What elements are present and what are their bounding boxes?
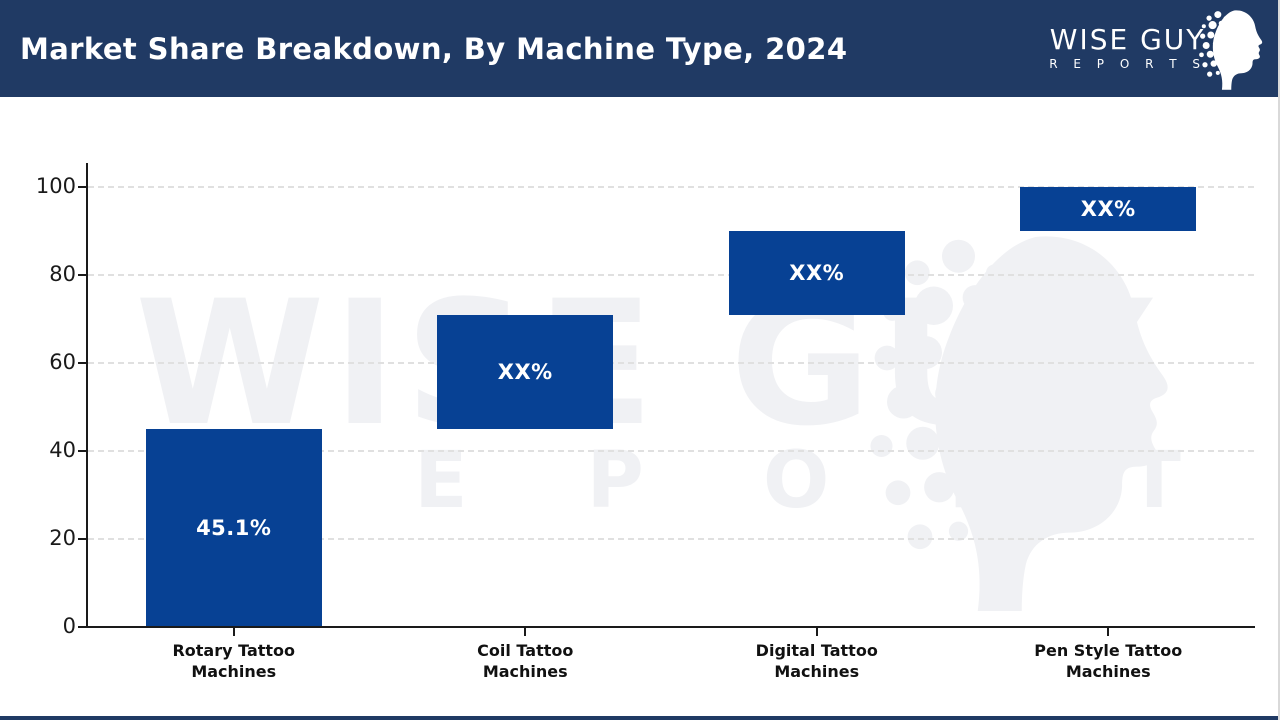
x-axis-category-label: Pen Style Tattoo Machines <box>1034 641 1183 681</box>
wiseguy-logo: WISE GUY R E P O R T S <box>1049 8 1268 90</box>
x-axis-category-label: Coil Tattoo Machines <box>477 641 574 681</box>
x-axis-tick <box>815 628 818 636</box>
bar-coil-tattoo-machines: XX% <box>437 314 614 429</box>
x-axis-spine <box>86 626 1255 628</box>
bar-value-label: 45.1% <box>196 515 272 540</box>
bar-value-label: XX% <box>497 359 553 384</box>
x-axis-category-label: Digital Tattoo Machines <box>755 641 878 681</box>
bar-value-label: XX% <box>1080 197 1136 221</box>
x-axis-tick <box>524 628 527 636</box>
y-axis-tick <box>78 274 87 276</box>
y-axis-tick-label: 100 <box>35 174 76 198</box>
y-axis-tick-label: 0 <box>62 614 76 638</box>
y-axis-tick <box>78 626 87 628</box>
header: Market Share Breakdown, By Machine Type,… <box>0 0 1278 97</box>
gridline <box>88 274 1254 276</box>
y-axis-tick-label: 40 <box>49 438 76 462</box>
gridline <box>88 362 1254 364</box>
y-axis-tick <box>78 538 87 540</box>
y-axis-tick-label: 20 <box>49 526 76 550</box>
bar-value-label: XX% <box>789 260 845 285</box>
gridline <box>88 450 1254 452</box>
bottom-accent-strip <box>0 716 1278 720</box>
y-axis-tick <box>78 362 87 364</box>
x-axis-tick <box>1107 628 1110 636</box>
bar-pen-style-tattoo-machines: XX% <box>1020 187 1197 231</box>
logo-wordmark: WISE GUY <box>1049 23 1206 56</box>
logo-subtext: R E P O R T S <box>1049 57 1206 71</box>
chart-title: Market Share Breakdown, By Machine Type,… <box>20 31 848 66</box>
gridline <box>88 538 1254 540</box>
y-axis-spine <box>86 163 88 628</box>
y-axis-tick-label: 60 <box>49 350 76 374</box>
bar-rotary-tattoo-machines: 45.1% <box>145 428 322 627</box>
logo-text: WISE GUY R E P O R T S <box>1049 23 1206 72</box>
x-axis-tick <box>232 628 235 636</box>
y-axis-tick <box>78 450 87 452</box>
x-axis-category-label: Rotary Tattoo Machines <box>172 641 296 681</box>
gridline <box>88 186 1254 188</box>
wiseguy-face-icon <box>1198 8 1268 90</box>
y-axis-tick <box>78 186 87 188</box>
y-axis-tick-label: 80 <box>49 262 76 286</box>
